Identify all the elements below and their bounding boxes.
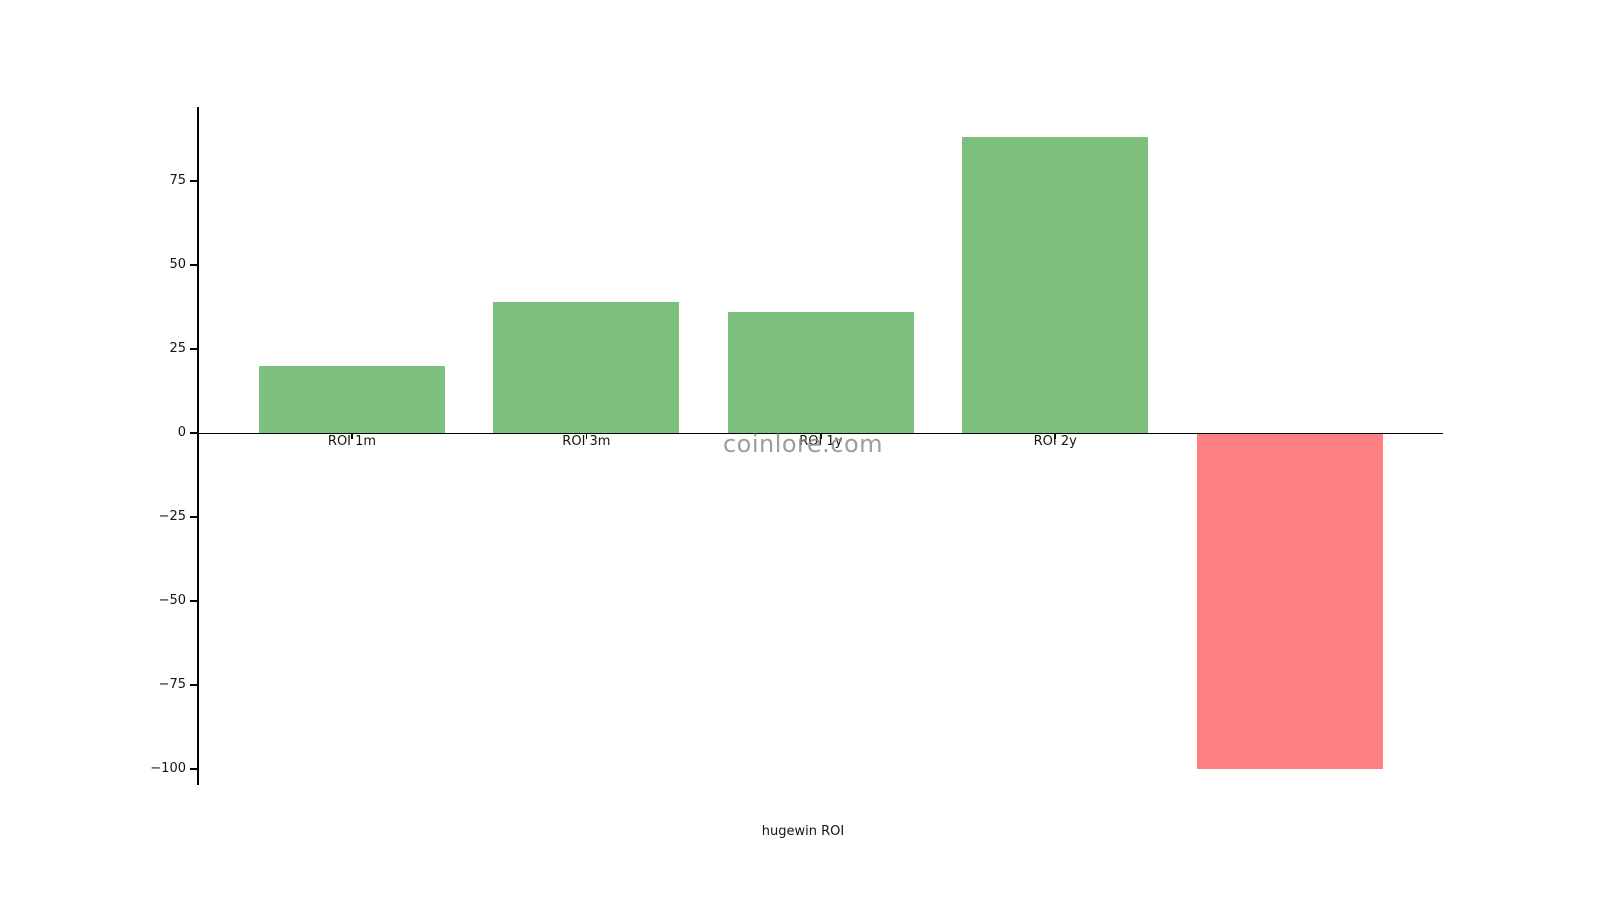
x-tick-mark xyxy=(1054,433,1056,439)
x-tick-mark xyxy=(351,433,353,439)
x-tick-label-roi-1y: ROI 1y xyxy=(799,434,843,449)
y-tick-label: −25 xyxy=(158,509,186,524)
x-axis-title: hugewin ROI xyxy=(761,824,845,839)
bar-bar-5 xyxy=(1196,433,1383,769)
bar-roi-2y xyxy=(962,137,1149,433)
x-tick-mark xyxy=(820,433,822,439)
y-tick-mark xyxy=(190,768,197,770)
bar-roi-3m xyxy=(493,301,680,433)
x-tick-label-roi-3m: ROI 3m xyxy=(562,434,611,449)
bar-roi-1y xyxy=(727,312,914,433)
x-tick-label-roi-1m: ROI 1m xyxy=(327,434,377,449)
x-tick-mark xyxy=(585,433,588,439)
y-tick-label: −100 xyxy=(150,761,186,776)
y-tick-mark xyxy=(190,180,197,182)
y-tick-mark xyxy=(190,348,197,350)
y-tick-mark xyxy=(190,516,197,518)
y-tick-mark xyxy=(190,684,197,686)
bar-roi-1m xyxy=(259,365,445,433)
y-tick-label: 75 xyxy=(169,173,186,188)
y-tick-mark xyxy=(190,600,197,602)
y-tick-label: −75 xyxy=(158,677,186,692)
x-axis-line xyxy=(197,432,1443,434)
y-tick-label: −50 xyxy=(158,593,186,608)
y-tick-label: 0 xyxy=(177,425,186,440)
y-tick-label: 50 xyxy=(169,257,186,272)
y-axis-spine xyxy=(197,107,199,785)
y-tick-mark xyxy=(190,432,197,434)
y-tick-label: 25 xyxy=(169,341,186,356)
watermark: coinlore.com xyxy=(722,430,884,458)
y-tick-mark xyxy=(190,264,197,266)
x-tick-label-roi-2y: ROI 2y xyxy=(1033,434,1077,449)
